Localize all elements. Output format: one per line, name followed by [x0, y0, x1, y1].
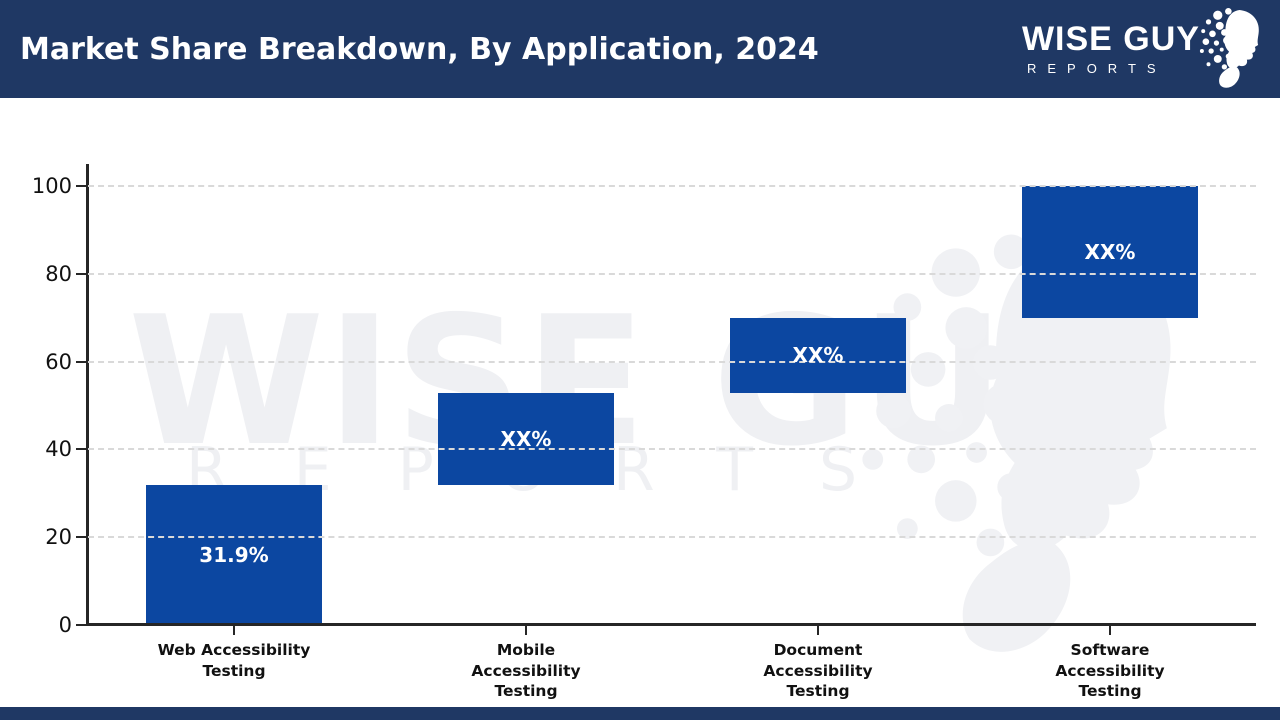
bar-value-label-mobile-accessibility-testing: XX%	[500, 426, 552, 451]
x-category-label-line: Mobile	[496, 641, 556, 659]
gridline-60	[88, 360, 1256, 363]
y-tick-80	[76, 272, 88, 275]
gridline-40	[88, 448, 1256, 451]
y-tick-40	[76, 448, 88, 451]
y-tick-label-100: 100	[31, 174, 72, 198]
wiseguy-face-dots-icon	[1199, 7, 1259, 88]
wiseguy-logo-wordmark: WISE GUY	[1021, 20, 1200, 58]
y-tick-100	[76, 185, 88, 187]
y-tick-label-60: 60	[45, 349, 72, 374]
gridline-100	[88, 185, 1256, 187]
x-tick-1	[525, 626, 527, 635]
x-category-label-document-accessibility-testing: Document Accessibility Testing	[708, 640, 928, 702]
x-tick-3	[1109, 626, 1111, 635]
header-bar: Market Share Breakdown, By Application, …	[0, 0, 1280, 98]
x-category-label-line: Testing	[202, 661, 266, 680]
x-category-label-line: Accessibility	[471, 661, 581, 680]
y-tick-label-80: 80	[45, 261, 72, 286]
bar-value-label-software-accessibility-testing: XX%	[1084, 240, 1136, 265]
x-category-label-line: Accessibility	[763, 661, 873, 680]
x-category-label-mobile-accessibility-testing: Mobile Accessibility Testing	[416, 640, 636, 702]
y-tick-label-0: 0	[58, 613, 72, 637]
x-tick-0	[233, 626, 235, 635]
x-category-label-line: Web Accessibility	[157, 641, 311, 659]
wiseguy-logo-reports-text: REPORTS	[1026, 61, 1167, 76]
bar-mobile-accessibility-testing	[438, 392, 614, 485]
y-tick-label-40: 40	[45, 437, 72, 462]
bar-value-label-web-accessibility-testing: 31.9%	[199, 542, 269, 567]
page-title: Market Share Breakdown, By Application, …	[20, 31, 819, 67]
wiseguy-logo-text: WISE GUY REPORTS	[1022, 22, 1200, 76]
x-category-label-line: Testing	[1078, 682, 1142, 700]
x-tick-2	[817, 626, 819, 635]
x-category-label-line: Testing	[786, 682, 850, 700]
x-category-label-web-accessibility-testing: Web Accessibility Testing	[124, 640, 344, 681]
footer-bar	[0, 707, 1280, 720]
wiseguy-logo: WISE GUY REPORTS	[1022, 6, 1266, 92]
gridline-20	[88, 536, 1256, 539]
x-category-label-line: Accessibility	[1055, 661, 1165, 680]
x-category-label-line: Testing	[494, 682, 558, 700]
y-axis-spine	[86, 164, 89, 626]
x-category-label-line: Document	[773, 641, 863, 659]
y-tick-20	[76, 536, 88, 539]
bar-web-accessibility-testing	[146, 484, 322, 625]
bar-value-label-document-accessibility-testing: XX%	[792, 343, 844, 368]
x-category-label-line: Software	[1070, 641, 1150, 659]
x-category-label-software-accessibility-testing: Software Accessibility Testing	[1000, 640, 1220, 702]
y-tick-60	[76, 360, 88, 363]
y-tick-0	[76, 624, 88, 626]
gridline-80	[88, 272, 1256, 275]
x-axis-spine	[86, 623, 1256, 626]
y-tick-label-20: 20	[45, 525, 72, 550]
